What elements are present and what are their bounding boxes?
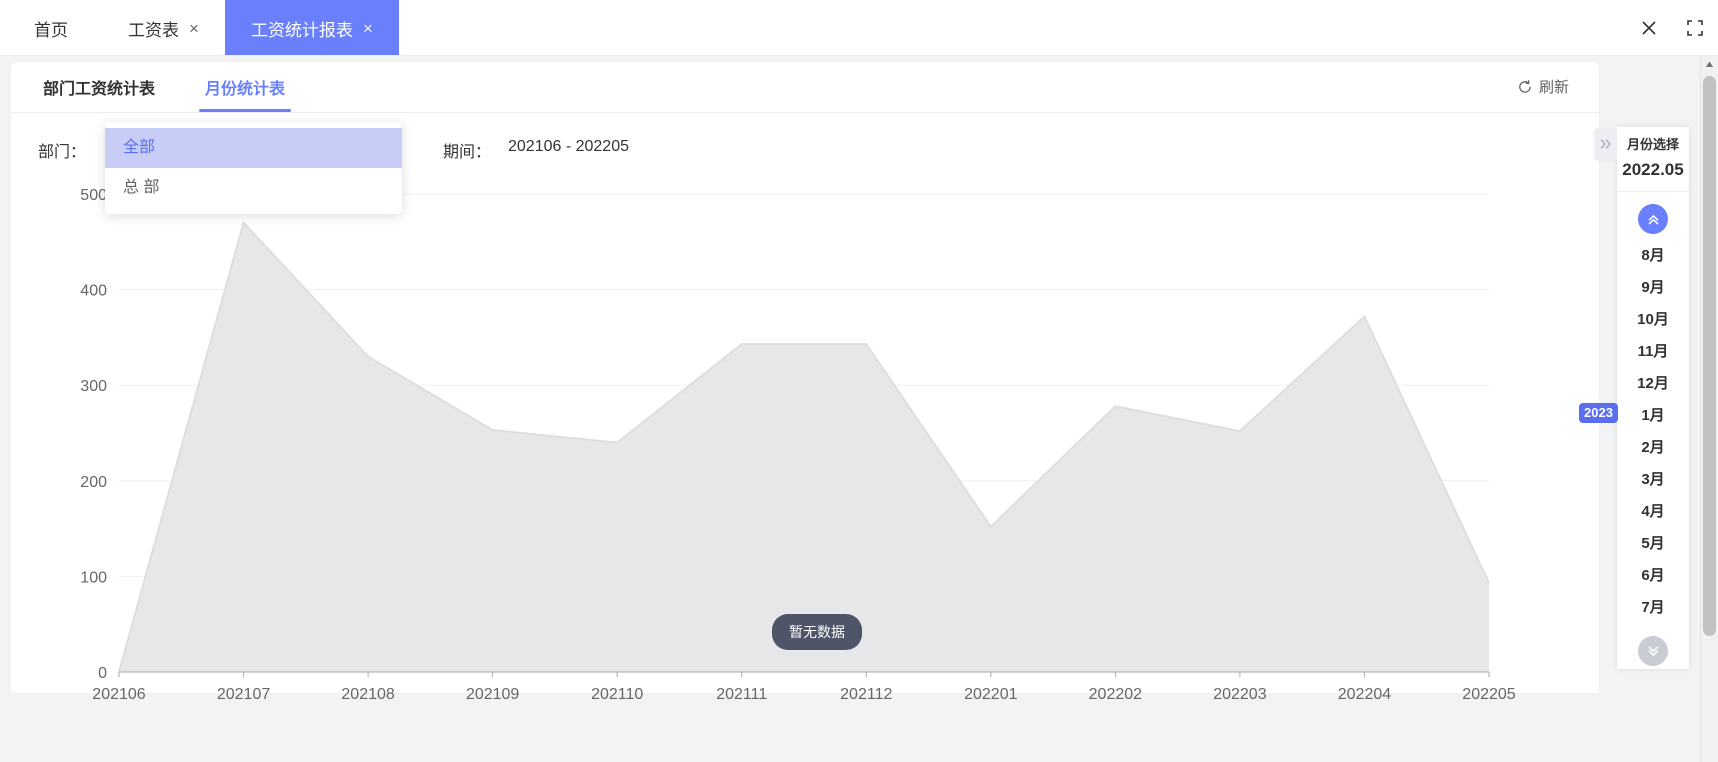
no-data-tooltip: 暂无数据: [772, 614, 862, 650]
month-item-label: 6月: [1641, 567, 1665, 584]
month-scroll-up-button[interactable]: [1638, 204, 1668, 234]
tab-strip-divider: [0, 55, 1718, 56]
y-axis-tick-label: 0: [98, 665, 107, 682]
report-card: 部门工资统计表 月份统计表 刷新 部门： 全部 期间： 202106 - 202…: [11, 62, 1599, 703]
x-axis-tick-label: 202205: [1462, 686, 1515, 703]
dropdown-option-all-label: 全部: [123, 139, 156, 156]
window-close-button[interactable]: [1626, 0, 1672, 56]
tab-payroll-label: 工资表: [128, 20, 179, 40]
tab-dept-salary-table-label: 部门工资统计表: [43, 81, 156, 98]
tab-payroll[interactable]: 工资表 ×: [102, 0, 225, 56]
x-axis-tick-label: 202108: [341, 686, 394, 703]
month-item[interactable]: 12月: [1617, 368, 1689, 400]
month-item[interactable]: 7月: [1617, 592, 1689, 624]
tab-close-icon[interactable]: ×: [362, 18, 373, 38]
month-item[interactable]: 2023 1月: [1579, 400, 1689, 432]
refresh-label: 刷新: [1538, 79, 1569, 96]
month-item[interactable]: 2月: [1617, 432, 1689, 464]
x-axis-tick-label: 202110: [591, 686, 643, 703]
year-badge: 2023: [1579, 403, 1618, 423]
window-maximize-button[interactable]: [1672, 0, 1718, 56]
tab-close-icon[interactable]: ×: [189, 18, 199, 38]
month-panel-current-value: 2022.05: [1622, 160, 1684, 179]
month-item[interactable]: 9月: [1617, 272, 1689, 304]
y-axis-tick-label: 100: [80, 569, 107, 586]
fullscreen-icon: [1687, 20, 1703, 36]
month-item-label: 4月: [1641, 503, 1665, 520]
month-item-label: 9月: [1641, 279, 1665, 296]
refresh-button[interactable]: 刷新: [1517, 76, 1569, 97]
month-statistics-chart: 0 100 200 300 400 500 202106 202107 202108 202109…: [11, 184, 1599, 744]
department-dropdown: 全部 总 部: [105, 122, 402, 214]
close-icon: [1642, 21, 1656, 35]
window-tab-strip: 首页 工资表 × 工资统计报表 ×: [0, 0, 1718, 56]
series-line: [118, 220, 1490, 673]
chevron-double-right-icon: [1600, 139, 1611, 149]
month-scroll-down-button[interactable]: [1638, 636, 1668, 666]
month-item-label: 8月: [1641, 247, 1665, 264]
month-panel-collapse-button[interactable]: [1595, 128, 1617, 160]
x-axis-tick-label: 202201: [964, 686, 1017, 703]
period-value: 202106 - 202205: [508, 138, 629, 155]
month-item-label: 12月: [1637, 375, 1669, 392]
month-panel-divider: [1617, 191, 1689, 192]
tab-home-label: 首页: [34, 20, 68, 40]
triangle-up-icon: [1706, 61, 1713, 67]
x-axis-tick-label: 202203: [1213, 686, 1266, 703]
x-axis-tick-label: 202112: [840, 686, 892, 703]
month-item-label: 3月: [1641, 471, 1665, 488]
page-scrollbar[interactable]: [1700, 56, 1718, 762]
report-tab-bar: 部门工资统计表 月份统计表 刷新: [11, 62, 1599, 113]
month-item[interactable]: 11月: [1617, 336, 1689, 368]
tab-home[interactable]: 首页: [0, 0, 102, 56]
month-panel-title: 月份选择: [1626, 137, 1679, 152]
tab-month-statistics-table[interactable]: 月份统计表: [199, 63, 292, 112]
tab-payroll-report-label: 工资统计报表: [250, 20, 353, 40]
month-item-label: 1月: [1641, 407, 1665, 424]
tab-dept-salary-table[interactable]: 部门工资统计表: [37, 63, 161, 112]
dropdown-option-headquarters[interactable]: 总 部: [105, 168, 402, 208]
y-axis-tick-label: 300: [80, 378, 107, 395]
chevron-double-up-icon: [1647, 214, 1659, 225]
month-item-label: 11月: [1637, 343, 1669, 360]
x-axis-tick-label: 202202: [1089, 686, 1142, 703]
month-item[interactable]: 10月: [1617, 304, 1689, 336]
tab-month-statistics-table-label: 月份统计表: [205, 81, 286, 98]
x-axis-tick-label: 202204: [1338, 686, 1391, 703]
month-item[interactable]: 5月: [1617, 528, 1689, 560]
chevron-double-down-icon: [1647, 645, 1659, 656]
tab-strip-spacer: [399, 0, 1626, 56]
x-axis-tick-label: 202106: [92, 686, 145, 703]
month-list: 8月 9月 10月 11月 12月 2023 1月 2月 3月 4月 5月 6月 7月: [1579, 240, 1689, 624]
y-axis-tick-label: 200: [80, 474, 107, 491]
x-axis-tick-label: 202109: [466, 686, 519, 703]
dropdown-option-headquarters-label: 总 部: [123, 179, 160, 196]
month-item-label: 7月: [1641, 599, 1665, 616]
month-item-label: 5月: [1641, 535, 1665, 552]
x-axis-tick-label: 202111: [716, 686, 767, 703]
month-item[interactable]: 4月: [1617, 496, 1689, 528]
x-axis-tick-label: 202107: [217, 686, 270, 703]
month-item[interactable]: 6月: [1617, 560, 1689, 592]
dropdown-option-all[interactable]: 全部: [105, 128, 402, 168]
period-label: 期间：: [443, 144, 492, 161]
area-chart-svg: 0 100 200 300 400 500 202106 202107 202108 202109…: [80, 187, 1516, 703]
month-selector-panel: 月份选择 2022.05 8月 9月 10月 11月 12月 2023 1月 2月 3月 4月 5月…: [1579, 127, 1689, 669]
month-item-label: 2月: [1641, 439, 1665, 456]
area-fill: [119, 222, 1489, 672]
y-axis-tick-label: 500: [80, 187, 107, 204]
tab-list: 首页 工资表 × 工资统计报表 ×: [0, 0, 399, 56]
refresh-icon: [1519, 79, 1531, 93]
month-item-label: 10月: [1637, 311, 1669, 328]
department-label: 部门：: [38, 144, 87, 161]
month-item[interactable]: 8月: [1617, 240, 1689, 272]
tab-payroll-report[interactable]: 工资统计报表 ×: [224, 0, 399, 56]
scrollbar-thumb[interactable]: [1703, 76, 1716, 636]
month-item[interactable]: 3月: [1617, 464, 1689, 496]
month-panel-header: 月份选择 2022.05: [1617, 127, 1689, 183]
scrollbar-up-arrow[interactable]: [1701, 56, 1718, 73]
y-axis-tick-label: 400: [80, 283, 107, 300]
